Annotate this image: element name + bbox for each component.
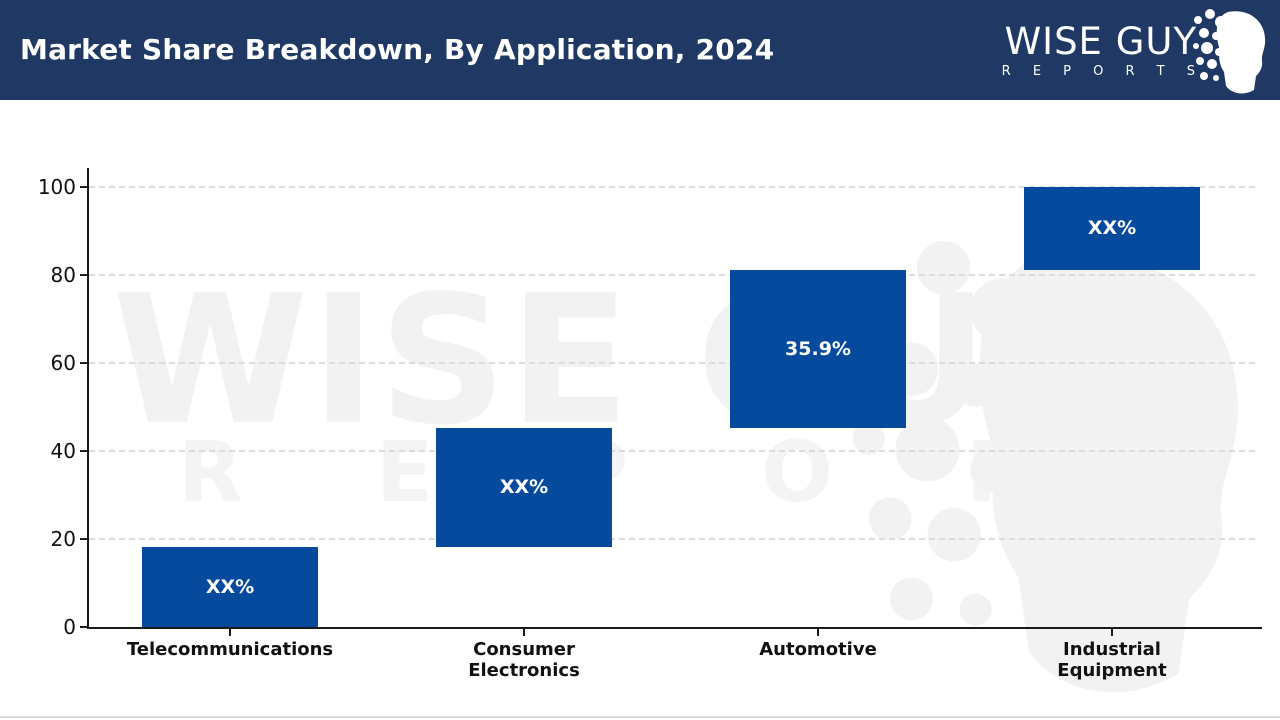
y-gridline (89, 538, 1255, 540)
bar-segment (1024, 187, 1200, 270)
y-tick-label: 20 (50, 527, 76, 551)
page-title: Market Share Breakdown, By Application, … (20, 33, 775, 66)
y-axis-line (87, 168, 89, 628)
bar-segment (730, 269, 906, 428)
y-tick-mark (80, 450, 87, 452)
x-tick-mark (817, 629, 819, 636)
footer-divider (0, 716, 1280, 718)
y-tick-mark (80, 274, 87, 276)
y-tick-label: 80 (50, 263, 76, 287)
bar-segment (436, 427, 612, 547)
x-category-label: Industrial Equipment (1057, 639, 1167, 681)
brand-head-icon (1193, 9, 1266, 94)
bar-value-label: XX% (1087, 217, 1137, 240)
y-tick-mark (80, 186, 87, 188)
x-category-label: Consumer Electronics (468, 639, 580, 681)
x-tick-mark (229, 629, 231, 636)
y-gridline (89, 274, 1255, 276)
x-tick-mark (1111, 629, 1113, 636)
y-gridline (89, 186, 1255, 188)
x-category-label: Telecommunications (126, 639, 334, 660)
y-tick-mark (80, 626, 87, 628)
brand-logo-text: WISE GUY R E P O R T S (998, 19, 1204, 79)
bar-value-label: XX% (499, 476, 549, 499)
bar-segment (142, 546, 318, 627)
y-gridline (89, 450, 1255, 452)
header: Market Share Breakdown, By Application, … (0, 0, 1280, 100)
brand-logo: WISE GUY R E P O R T S (998, 6, 1268, 94)
y-tick-label: 60 (50, 351, 76, 375)
x-category-label: Automotive (759, 639, 877, 660)
y-gridline (89, 362, 1255, 364)
bar-value-label: XX% (205, 575, 255, 598)
bar-value-label: 35.9% (785, 337, 851, 360)
y-tick-label: 100 (37, 175, 76, 199)
y-tick-mark (80, 538, 87, 540)
y-tick-label: 40 (50, 439, 76, 463)
brand-subtitle: R E P O R T S (1001, 63, 1204, 79)
y-tick-label: 0 (63, 615, 76, 639)
y-tick-mark (80, 362, 87, 364)
brand-name: WISE GUY (1004, 19, 1198, 63)
x-axis-line (87, 627, 1262, 629)
x-tick-mark (523, 629, 525, 636)
